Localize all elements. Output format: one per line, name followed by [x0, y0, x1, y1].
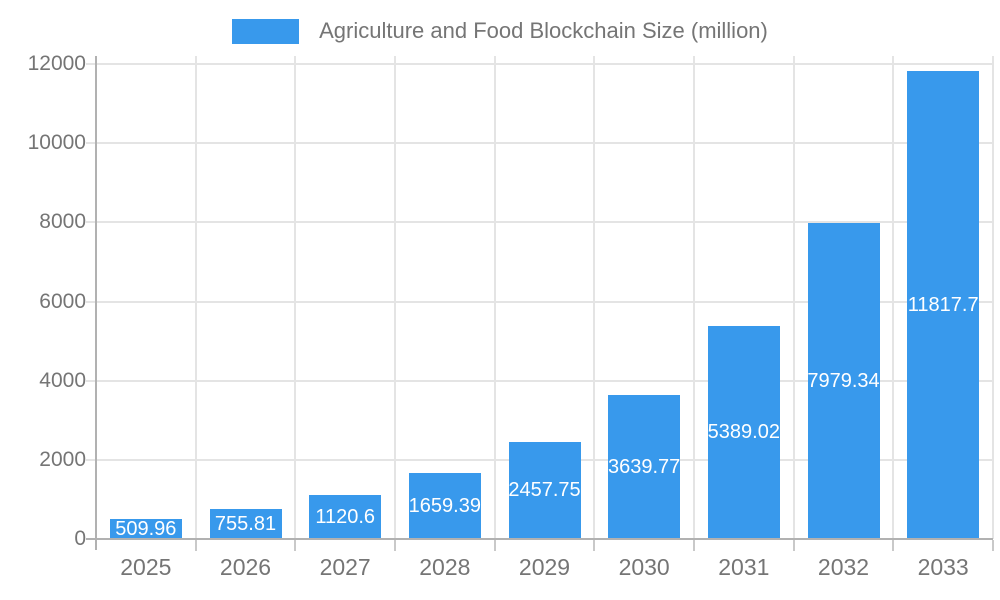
x-gridline [792, 56, 795, 539]
y-axis-line [95, 56, 97, 550]
x-tick-label: 2029 [518, 554, 571, 580]
y-tick-label: 10000 [27, 131, 86, 155]
y-gridline [86, 221, 993, 224]
x-gridline [294, 56, 297, 539]
x-tick-mark [493, 540, 496, 551]
x-gridline [892, 56, 895, 539]
x-tick-mark [194, 540, 197, 551]
x-gridline [593, 56, 596, 539]
y-tick-label: 0 [74, 527, 86, 550]
x-gridline [493, 56, 496, 539]
y-tick-label: 4000 [39, 368, 86, 392]
bar[interactable] [508, 441, 581, 539]
chart-title: Agriculture and Food Blockchain Size (mi… [319, 18, 768, 43]
x-tick-label: 2031 [718, 554, 770, 580]
bar[interactable] [109, 518, 182, 539]
y-gridline [86, 142, 993, 145]
y-tick-label: 6000 [39, 289, 86, 313]
plot-area: 509.96 755.81 1120.6 1659.39 2457.75 3639.77 5… [86, 56, 994, 540]
x-tick-label: 2027 [319, 554, 371, 580]
bar[interactable] [209, 509, 282, 539]
bar[interactable] [807, 223, 880, 539]
x-tick-mark [593, 540, 596, 551]
x-gridline [194, 56, 197, 539]
x-gridline [394, 56, 396, 539]
bar[interactable] [408, 473, 481, 539]
x-tick-mark [294, 540, 297, 551]
x-tick-label: 2025 [120, 554, 172, 580]
x-gridline [693, 56, 695, 539]
y-tick-label: 2000 [39, 447, 86, 471]
y-tick-label: 8000 [39, 210, 86, 234]
y-gridline [86, 300, 993, 303]
x-tick-mark [792, 540, 795, 551]
y-gridline [86, 379, 993, 382]
x-tick-label: 2033 [917, 554, 969, 580]
y-gridline [86, 63, 993, 65]
y-tick-label: 12000 [27, 52, 86, 75]
x-tick-label: 2030 [618, 554, 670, 580]
bar[interactable] [907, 71, 980, 539]
legend-swatch [232, 18, 300, 44]
x-tick-mark [992, 540, 994, 551]
x-tick-mark [693, 540, 695, 551]
x-tick-mark [394, 540, 396, 551]
chart-legend[interactable]: Agriculture and Food Blockchain Size (mi… [0, 16, 1000, 46]
x-tick-mark [892, 540, 895, 551]
x-tick-label: 2028 [419, 554, 471, 580]
bar[interactable] [608, 394, 681, 539]
x-axis-line [86, 538, 993, 540]
x-gridline [992, 56, 994, 539]
bar[interactable] [309, 494, 382, 539]
x-tick-label: 2032 [817, 554, 870, 580]
bar[interactable] [707, 325, 780, 539]
x-tick-label: 2026 [219, 554, 272, 580]
